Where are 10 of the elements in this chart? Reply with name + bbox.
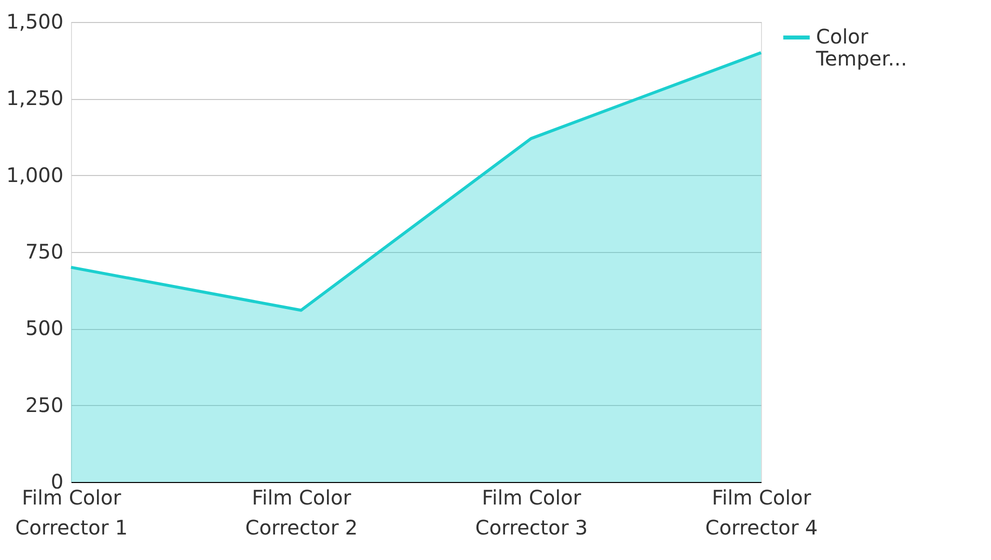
legend-label: Color Temper...	[815, 24, 908, 70]
x-tick-label: Film Color Corrector 2	[245, 486, 358, 540]
y-tick-label: 500	[25, 316, 64, 340]
y-tick-label: 750	[25, 240, 64, 264]
y-tick-label: 1,500	[6, 10, 64, 34]
y-tick-label: 1,000	[6, 162, 64, 187]
x-tick-label: Film Color Corrector 4	[705, 486, 818, 540]
y-tick-label: 250	[25, 392, 64, 417]
x-tick-label: Film Color Corrector 3	[475, 486, 588, 540]
y-tick-label: 1,250	[6, 86, 64, 110]
